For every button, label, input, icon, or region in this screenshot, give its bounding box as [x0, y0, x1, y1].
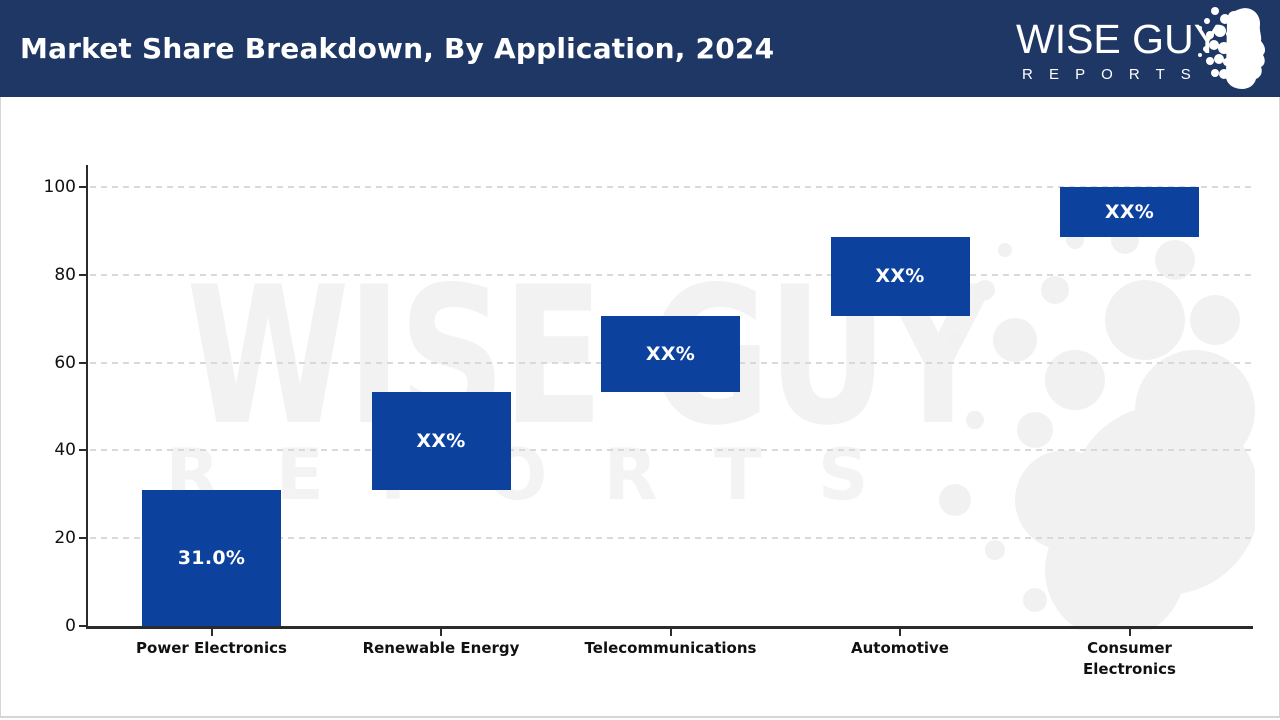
- bar-value-label: 31.0%: [177, 546, 246, 569]
- y-tick-label: 60: [54, 352, 76, 373]
- bar-3: XX%: [601, 315, 740, 393]
- header: Market Share Breakdown, By Application, …: [0, 0, 1280, 97]
- y-tick-label: 20: [54, 528, 76, 549]
- y-tick-label: 0: [65, 616, 76, 636]
- logo-sub-wordmark: R E P O R T S: [1022, 66, 1197, 83]
- x-tick-mark: [1128, 629, 1131, 636]
- gridline-y-40: [90, 449, 1253, 452]
- x-tick-mark: [440, 629, 442, 636]
- y-tick-mark: [79, 537, 87, 540]
- brand-logo: WISE GUY R E P O R T S: [1014, 3, 1266, 95]
- category-label: Renewable Energy: [362, 639, 520, 657]
- x-tick-mark: [899, 629, 901, 636]
- x-tick-mark: [669, 629, 672, 636]
- bar-value-label: XX%: [875, 265, 925, 288]
- x-axis: [86, 626, 1253, 629]
- bar-value-label: XX%: [416, 430, 466, 453]
- bar-2: XX%: [371, 392, 511, 490]
- y-tick-label: 40: [54, 440, 76, 461]
- y-tick-mark: [79, 449, 87, 452]
- bar-value-label: XX%: [645, 343, 696, 366]
- gridline-y-20: [90, 537, 1253, 540]
- gridline-y-80: [90, 273, 1253, 276]
- y-tick-mark: [79, 361, 87, 364]
- y-tick-mark: [79, 625, 87, 627]
- category-label: Power Electronics: [136, 639, 287, 657]
- y-tick-mark: [79, 273, 87, 276]
- wise-guy-logo: WISE GUY R E P O R T S: [1016, 6, 1266, 89]
- bar-1: 31.0%: [142, 489, 281, 626]
- y-tick-mark: [79, 186, 87, 188]
- page-title: Market Share Breakdown, By Application, …: [20, 32, 775, 65]
- logo-wordmark: WISE GUY: [1016, 16, 1221, 62]
- bar-5: XX%: [1060, 187, 1199, 238]
- category-label: Consumer Electronics: [1083, 639, 1176, 678]
- category-label: Automotive: [851, 639, 949, 657]
- y-axis: [86, 165, 88, 629]
- logo-head-icon: [1198, 6, 1266, 89]
- bar-value-label: XX%: [1104, 201, 1155, 224]
- y-tick-label: 80: [54, 264, 76, 285]
- category-label: Telecommunications: [584, 639, 757, 657]
- bar-4: XX%: [830, 237, 970, 316]
- gridline-y-100: [90, 186, 1253, 188]
- y-tick-label: 100: [43, 177, 76, 197]
- x-tick-mark: [210, 629, 213, 636]
